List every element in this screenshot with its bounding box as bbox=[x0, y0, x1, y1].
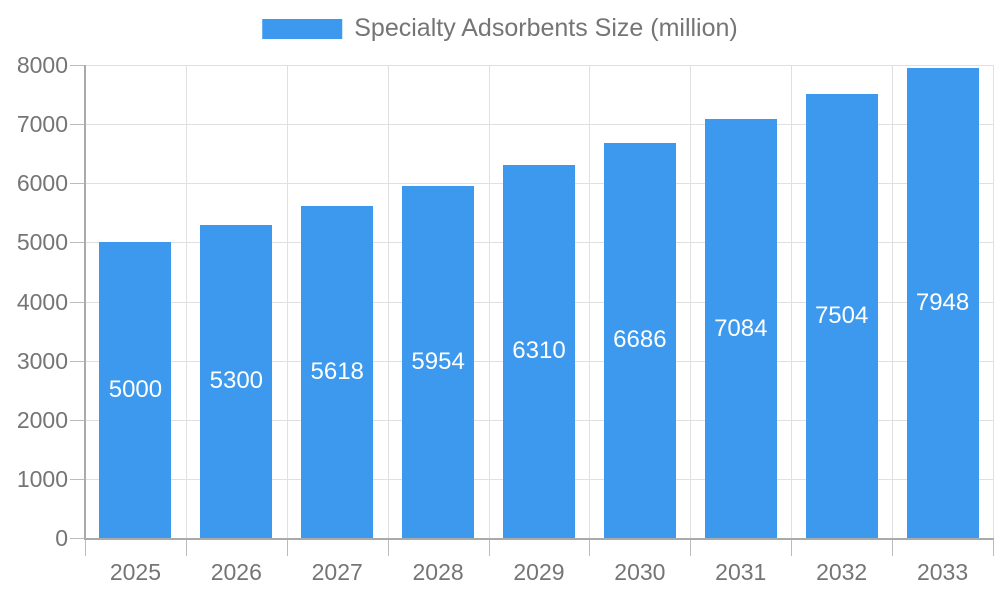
bar-value-label: 6686 bbox=[613, 326, 667, 354]
x-axis-tick bbox=[892, 540, 894, 556]
y-axis-tick bbox=[70, 478, 85, 480]
gridline-vertical bbox=[589, 65, 591, 538]
bar-value-label: 7948 bbox=[915, 289, 970, 317]
y-axis-line bbox=[84, 65, 86, 540]
x-axis-label: 2032 bbox=[816, 559, 868, 585]
gridline-horizontal bbox=[85, 65, 993, 66]
gridline-vertical bbox=[185, 65, 187, 538]
y-axis-tick bbox=[70, 419, 85, 421]
x-axis-tick bbox=[791, 540, 793, 556]
x-axis-tick bbox=[488, 540, 490, 556]
x-axis-label: 2027 bbox=[311, 559, 363, 585]
gridline-vertical bbox=[387, 65, 389, 538]
gridline-horizontal bbox=[85, 124, 993, 126]
x-axis-label: 2030 bbox=[614, 559, 666, 585]
y-axis-tick bbox=[70, 538, 85, 539]
x-axis-line bbox=[84, 538, 994, 540]
y-axis-label: 8000 bbox=[16, 52, 68, 78]
y-axis-label: 7000 bbox=[16, 111, 68, 138]
x-axis-tick bbox=[286, 540, 288, 556]
gridline-vertical bbox=[286, 65, 288, 538]
y-axis-tick bbox=[70, 242, 85, 244]
x-axis-label: 2028 bbox=[412, 559, 464, 585]
gridline-vertical bbox=[993, 65, 994, 538]
y-axis-label: 5000 bbox=[16, 229, 68, 256]
legend-item[interactable]: Specialty Adsorbents Size (million) bbox=[262, 14, 738, 43]
y-axis-tick bbox=[70, 183, 85, 185]
gridline-vertical bbox=[690, 65, 692, 538]
y-axis-label: 0 bbox=[55, 525, 68, 551]
x-axis-tick bbox=[993, 540, 994, 556]
y-axis-tick bbox=[70, 360, 85, 362]
y-axis-label: 1000 bbox=[16, 465, 68, 492]
bar-2029[interactable] bbox=[503, 164, 575, 538]
bar-2027[interactable] bbox=[301, 205, 374, 538]
y-axis-label: 2000 bbox=[16, 406, 68, 433]
x-axis-tick bbox=[589, 540, 591, 556]
bar-2025[interactable] bbox=[99, 242, 172, 538]
y-axis-label: 3000 bbox=[16, 347, 68, 374]
bar-value-label: 7084 bbox=[714, 314, 768, 342]
bar-value-label: 5000 bbox=[108, 376, 163, 404]
x-axis-label: 2033 bbox=[916, 559, 969, 585]
bar-value-label: 5954 bbox=[411, 347, 465, 375]
legend-label: Specialty Adsorbents Size (million) bbox=[354, 14, 738, 42]
x-axis-label: 2026 bbox=[210, 559, 262, 585]
bar-value-label: 7504 bbox=[814, 302, 869, 330]
bar-2031[interactable] bbox=[704, 119, 777, 538]
bar-value-label: 5618 bbox=[310, 357, 364, 385]
y-axis-label: 6000 bbox=[16, 170, 68, 197]
x-axis-label: 2031 bbox=[715, 559, 767, 585]
x-axis-label: 2025 bbox=[109, 559, 162, 585]
bar-value-label: 5300 bbox=[209, 367, 264, 395]
y-axis-tick bbox=[70, 301, 85, 303]
x-axis-tick bbox=[387, 540, 389, 556]
legend-swatch bbox=[262, 18, 343, 39]
gridline-vertical bbox=[892, 65, 894, 538]
x-axis-tick bbox=[690, 540, 692, 556]
bar-2028[interactable] bbox=[402, 185, 475, 538]
gridline-vertical bbox=[791, 65, 793, 538]
bar-2026[interactable] bbox=[200, 224, 273, 538]
bar-2033[interactable] bbox=[906, 68, 979, 538]
x-axis-tick bbox=[185, 540, 187, 556]
y-axis-label: 4000 bbox=[16, 288, 68, 315]
x-axis-tick bbox=[85, 540, 86, 556]
bar-2032[interactable] bbox=[805, 94, 878, 538]
y-axis-tick bbox=[70, 124, 85, 126]
bar-2030[interactable] bbox=[603, 142, 676, 538]
y-axis-tick bbox=[70, 65, 85, 66]
x-axis-label: 2029 bbox=[513, 559, 565, 585]
gridline-vertical bbox=[488, 65, 490, 538]
bar-value-label: 6310 bbox=[512, 337, 566, 365]
